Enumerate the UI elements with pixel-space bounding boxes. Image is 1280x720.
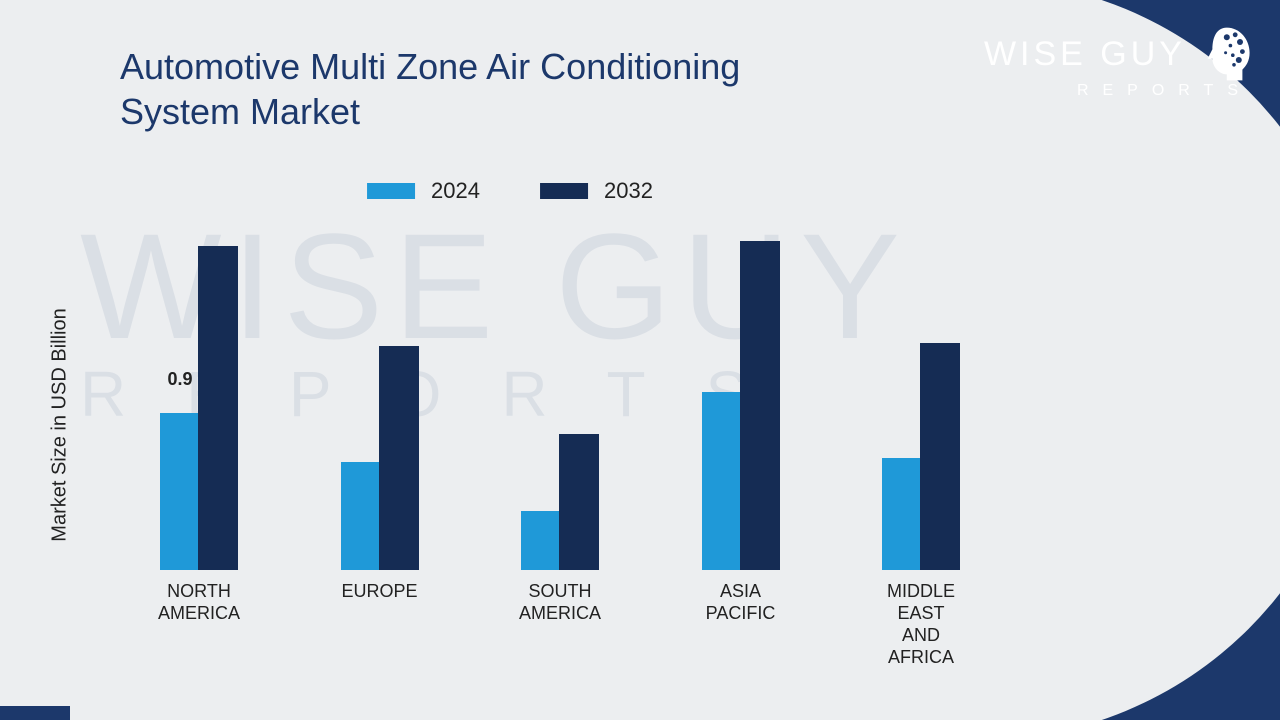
bar-2032	[559, 434, 599, 571]
bar-2032	[920, 343, 960, 571]
legend-item-2032: 2032	[540, 178, 653, 204]
bar-2024	[521, 511, 561, 571]
brand-logo: WISE GUY REPORTS	[984, 24, 1252, 100]
legend-label: 2032	[604, 178, 653, 204]
legend-swatch	[540, 183, 588, 199]
y-axis-label: Market Size in USD Billion	[49, 308, 72, 541]
logo-text-1: WISE GUY	[984, 35, 1186, 74]
bar-2024	[702, 392, 742, 571]
bar-2032	[198, 246, 238, 570]
face-profile-icon	[1192, 24, 1252, 84]
logo-text-2: REPORTS	[984, 82, 1252, 100]
bar-2032	[740, 241, 780, 570]
bar-2024	[341, 462, 381, 571]
x-tick-label: EUROPE	[310, 581, 450, 603]
bar-2024	[160, 413, 200, 571]
x-tick-label: SOUTHAMERICA	[490, 581, 630, 625]
legend-item-2024: 2024	[367, 178, 480, 204]
bar-group	[882, 220, 960, 570]
bar-2032	[379, 346, 419, 570]
bar-chart: Market Size in USD Billion 2024 2032 0.9…	[60, 170, 960, 680]
x-tick-label: NORTHAMERICA	[129, 581, 269, 625]
bottom-accent-bar	[0, 706, 70, 720]
x-axis-labels: NORTHAMERICAEUROPESOUTHAMERICAASIAPACIFI…	[140, 575, 960, 680]
canvas: WISE GUY REPORTS Automotive Multi Zone A…	[0, 0, 1280, 720]
plot-area: 0.9	[140, 220, 960, 570]
x-tick-label: ASIAPACIFIC	[671, 581, 811, 625]
bar-group	[521, 220, 599, 570]
bar-group	[160, 220, 238, 570]
legend-swatch	[367, 183, 415, 199]
legend-label: 2024	[431, 178, 480, 204]
bar-group	[702, 220, 780, 570]
chart-title: Automotive Multi Zone Air Conditioning S…	[120, 44, 800, 134]
x-tick-label: MIDDLEEASTANDAFRICA	[851, 581, 991, 669]
bar-2024	[882, 458, 922, 570]
data-label: 0.9	[167, 369, 192, 390]
bar-group	[341, 220, 419, 570]
legend: 2024 2032	[367, 178, 653, 204]
